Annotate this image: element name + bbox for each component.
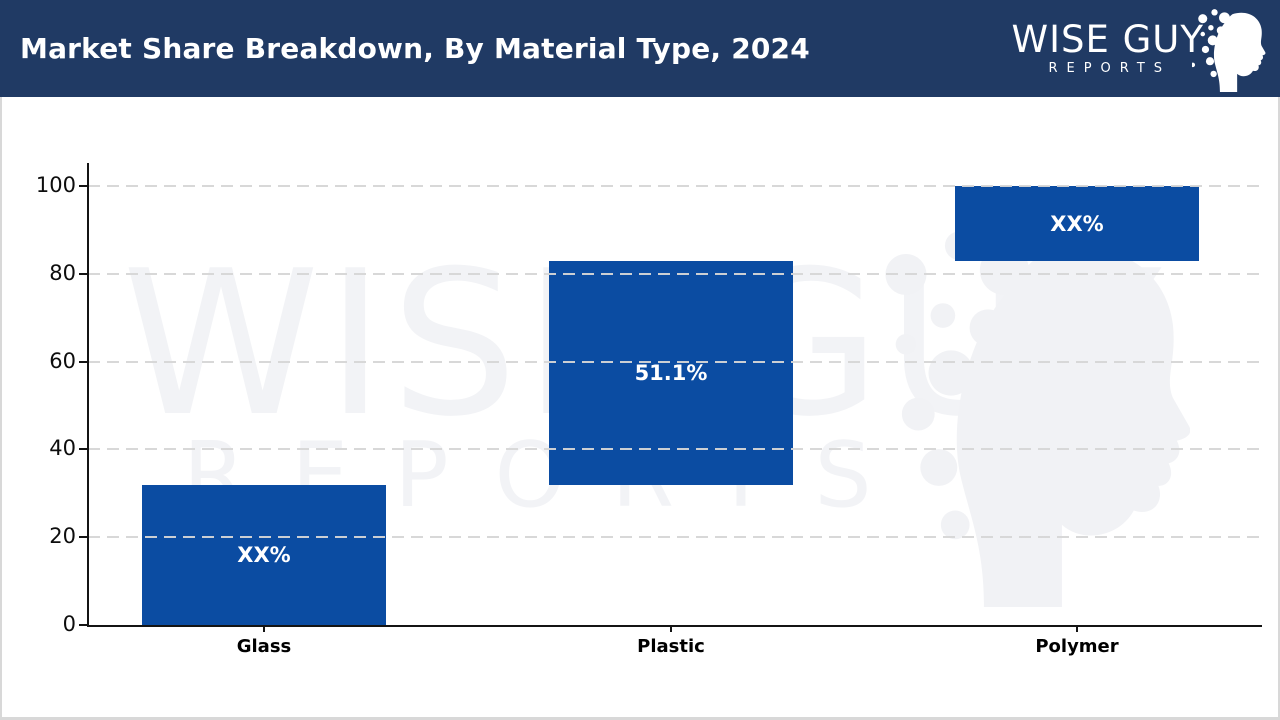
- x-tick-mark: [670, 625, 672, 632]
- y-tick-mark: [79, 448, 87, 451]
- y-tick-label: 20: [49, 524, 76, 549]
- x-category-label-glass: Glass: [236, 636, 292, 657]
- gridline-100: [88, 185, 1262, 187]
- gridline-60: [88, 360, 1262, 363]
- bar-polymer: XX%: [955, 186, 1199, 262]
- y-tick-mark: [79, 536, 87, 539]
- x-axis-spine: [87, 625, 1262, 627]
- bar-value-label: 51.1%: [634, 361, 708, 386]
- y-tick-label: 40: [49, 436, 76, 461]
- logo-face-icon: [1192, 8, 1266, 92]
- y-tick-label: 100: [35, 173, 76, 197]
- bar-glass: XX%: [142, 485, 386, 625]
- gridline-20: [88, 536, 1262, 539]
- logo-text: WISE GUY REPORTS: [1012, 21, 1204, 76]
- y-tick-label: 0: [62, 612, 76, 636]
- chart-title: Market Share Breakdown, By Material Type…: [20, 32, 810, 65]
- wiseguy-logo: WISE GUY REPORTS: [1012, 6, 1266, 92]
- y-tick-label: 80: [49, 260, 76, 285]
- x-tick-mark: [1076, 625, 1078, 632]
- x-tick-mark: [263, 625, 265, 632]
- logo-subtitle: REPORTS: [1048, 61, 1172, 76]
- bar-value-label: XX%: [1050, 211, 1104, 236]
- logo-wordmark: WISE GUY: [1011, 18, 1204, 61]
- chart-region: WISE GUY REPORTS XX%51.1%XX%020406080100…: [0, 97, 1280, 720]
- x-category-label-polymer: Polymer: [1035, 636, 1119, 657]
- y-tick-label: 60: [49, 348, 76, 373]
- y-tick-mark: [79, 185, 87, 187]
- bar-value-label: XX%: [237, 543, 291, 568]
- y-axis-spine: [87, 163, 89, 625]
- header-banner: Market Share Breakdown, By Material Type…: [0, 0, 1280, 97]
- bar-plastic: 51.1%: [549, 261, 793, 486]
- gridline-80: [88, 272, 1262, 275]
- y-tick-mark: [79, 272, 87, 275]
- watermark-face-icon: [885, 231, 1190, 607]
- y-tick-mark: [79, 624, 87, 626]
- gridline-40: [88, 448, 1262, 451]
- x-category-label-plastic: Plastic: [637, 636, 705, 657]
- y-tick-mark: [79, 360, 87, 363]
